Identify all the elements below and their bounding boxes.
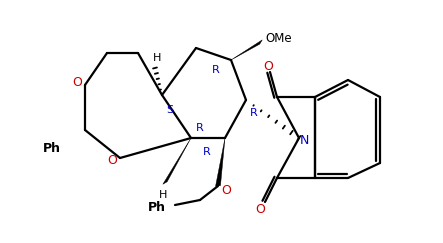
Text: O: O: [221, 184, 231, 198]
Polygon shape: [231, 40, 262, 60]
Text: Ph: Ph: [43, 141, 61, 155]
Polygon shape: [216, 138, 225, 186]
Text: O: O: [263, 60, 273, 72]
Text: N: N: [299, 133, 309, 147]
Text: O: O: [72, 77, 82, 89]
Text: O: O: [255, 202, 265, 216]
Text: R: R: [203, 147, 211, 157]
Text: O: O: [107, 155, 117, 167]
Text: H: H: [153, 53, 161, 63]
Text: R: R: [196, 123, 204, 133]
Text: R: R: [212, 65, 220, 75]
Text: OMe: OMe: [266, 33, 292, 45]
Text: S: S: [167, 105, 174, 115]
Text: R: R: [250, 108, 258, 118]
Text: H: H: [159, 190, 167, 200]
Text: Ph: Ph: [148, 200, 166, 214]
Polygon shape: [163, 138, 191, 184]
